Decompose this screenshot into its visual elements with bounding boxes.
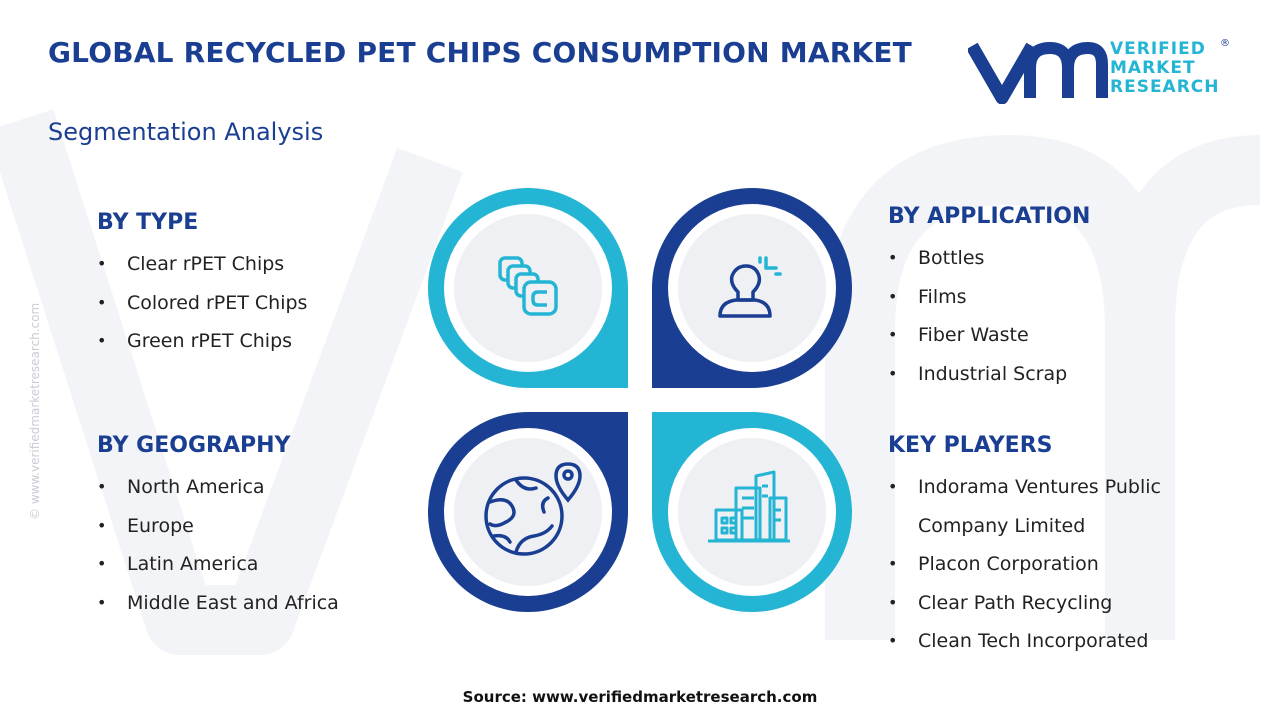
logo-line-verified: VERIFIED [1110,39,1206,59]
section-title-by-geography: BY GEOGRAPHY [97,433,291,458]
vmr-logo-text: VERIFIED MARKET RESEARCH [1110,40,1220,97]
list-item: Europe [97,507,339,546]
petal-key-players [652,412,852,612]
list-by-application: Bottles Films Fiber Waste Industrial Scr… [888,239,1090,393]
list-item-continuation: Company Limited [918,514,1086,537]
section-by-type: BY TYPE Clear rPET Chips Colored rPET Ch… [97,210,307,361]
chips-stack-icon [498,256,558,316]
list-by-geography: North America Europe Latin America Middl… [97,468,339,622]
side-watermark: © www.verifiedmarketresearch.com [28,302,42,520]
list-item: Clear Path Recycling [888,584,1161,623]
page-title: GLOBAL RECYCLED PET CHIPS CONSUMPTION MA… [48,36,912,69]
list-item: Clean Tech Incorporated [888,622,1161,661]
petal-by-geography [428,412,628,612]
globe-pin-icon [484,462,582,556]
logo-line-research: RESEARCH [1110,77,1220,97]
section-title-by-type: BY TYPE [97,210,199,235]
registered-mark: ® [1220,38,1230,49]
section-title-by-application: BY APPLICATION [888,204,1091,229]
list-item: Industrial Scrap [888,355,1090,394]
list-item: Placon Corporation [888,545,1161,584]
vmr-logo-mark [968,41,1108,104]
page-subtitle: Segmentation Analysis [48,118,324,146]
list-item: Colored rPET Chips [97,284,307,323]
city-buildings-icon [708,470,790,543]
list-item: Indorama Ventures Public [888,468,1161,507]
source-caption: Source: www.verifiedmarketresearch.com [462,688,818,706]
list-item: Middle East and Africa [97,584,339,623]
list-item: North America [97,468,339,507]
section-key-players: KEY PLAYERS Indorama Ventures Public Com… [888,433,1161,661]
section-by-geography: BY GEOGRAPHY North America Europe Latin … [97,433,339,622]
section-by-application: BY APPLICATION Bottles Films Fiber Waste… [888,204,1090,393]
list-item: Bottles [888,239,1090,278]
list-item: Green rPET Chips [97,322,307,361]
logo-line-market: MARKET [1110,58,1196,78]
user-idea-icon [718,256,782,318]
list-item: Fiber Waste [888,316,1090,355]
section-title-key-players: KEY PLAYERS [888,433,1053,458]
segmentation-quadrant-diagram [428,188,852,612]
list-by-type: Clear rPET Chips Colored rPET Chips Gree… [97,245,307,361]
list-item: Films [888,278,1090,317]
petal-by-application [652,188,852,388]
list-item: Clear rPET Chips [97,245,307,284]
list-item: Latin America [97,545,339,584]
list-key-players: Indorama Ventures Public Company Limited… [888,468,1161,661]
